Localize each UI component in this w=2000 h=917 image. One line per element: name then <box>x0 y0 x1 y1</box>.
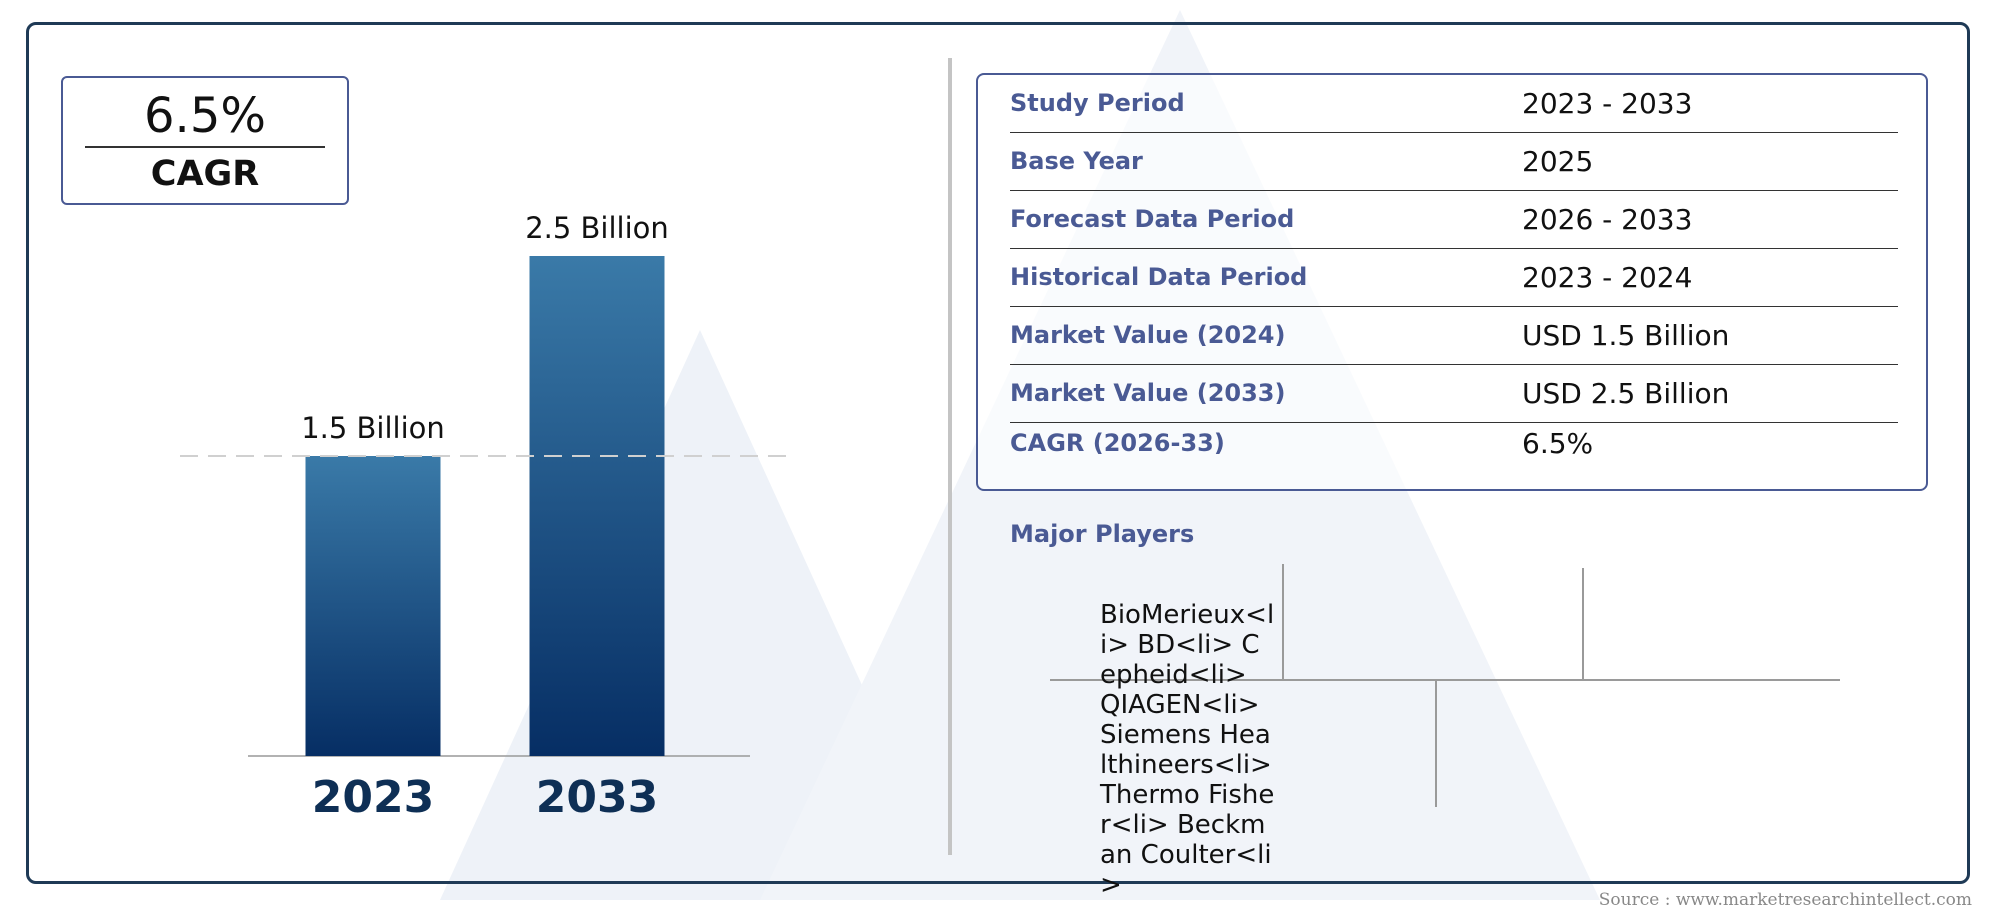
cagr-divider <box>85 146 325 148</box>
info-label: Market Value (2033) <box>1010 379 1286 407</box>
info-value: 2023 - 2033 <box>1522 87 1693 120</box>
info-value: 2025 <box>1522 145 1594 178</box>
info-value: USD 1.5 Billion <box>1522 319 1730 352</box>
bar-2033 <box>529 256 665 756</box>
row-divider <box>1010 305 1898 307</box>
category-label-2023: 2023 <box>312 772 434 823</box>
data-label-2033: 2.5 Billion <box>525 211 669 245</box>
row-divider <box>1010 189 1898 191</box>
major-players-title: Major Players <box>1010 520 1195 548</box>
info-label: Market Value (2024) <box>1010 321 1286 349</box>
info-label: Forecast Data Period <box>1010 205 1295 233</box>
bar-chart: 1.5 Billion 2023 2.5 Billion 2033 <box>180 211 790 823</box>
info-row-forecast-period: Forecast Data Period 2026 - 2033 <box>1010 191 1898 249</box>
info-row-cagr: CAGR (2026-33) 6.5% <box>1010 415 1898 473</box>
timeline-tick <box>1435 680 1437 807</box>
timeline-tick <box>1282 564 1284 679</box>
market-info-table: Study Period 2023 - 2033 Base Year 2025 … <box>976 73 1928 491</box>
row-divider <box>1010 247 1898 249</box>
major-players-list: BioMerieux<li> BD<li> Cepheid<li> QIAGEN… <box>1100 600 1275 900</box>
row-divider <box>1010 131 1898 133</box>
info-value: 6.5% <box>1522 427 1594 460</box>
bar-2023 <box>305 456 441 756</box>
content-frame <box>26 22 1970 884</box>
row-divider <box>1010 421 1898 423</box>
cagr-label: CAGR <box>150 154 260 194</box>
info-label: Historical Data Period <box>1010 263 1308 291</box>
category-label-2033: 2033 <box>536 772 658 823</box>
info-value: 2026 - 2033 <box>1522 203 1693 236</box>
info-row-base-year: Base Year 2025 <box>1010 133 1898 191</box>
info-label: CAGR (2026-33) <box>1010 429 1225 457</box>
panel-divider <box>948 58 952 855</box>
cagr-value: 6.5% <box>144 88 266 144</box>
info-value: 2023 - 2024 <box>1522 261 1693 294</box>
cagr-box: 6.5% CAGR <box>61 76 349 205</box>
info-row-historical-period: Historical Data Period 2023 - 2024 <box>1010 249 1898 307</box>
info-label: Base Year <box>1010 147 1143 175</box>
info-label: Study Period <box>1010 89 1185 117</box>
row-divider <box>1010 363 1898 365</box>
info-row-study-period: Study Period 2023 - 2033 <box>1010 75 1898 133</box>
info-row-market-value-2024: Market Value (2024) USD 1.5 Billion <box>1010 307 1898 365</box>
timeline-tick <box>1582 568 1584 679</box>
source-credit: Source : www.marketresearchintellect.com <box>1598 890 1972 910</box>
info-row-market-value-2033: Market Value (2033) USD 2.5 Billion <box>1010 365 1898 423</box>
data-label-2023: 1.5 Billion <box>301 411 445 445</box>
info-value: USD 2.5 Billion <box>1522 377 1730 410</box>
timeline-axis <box>1050 679 1840 681</box>
